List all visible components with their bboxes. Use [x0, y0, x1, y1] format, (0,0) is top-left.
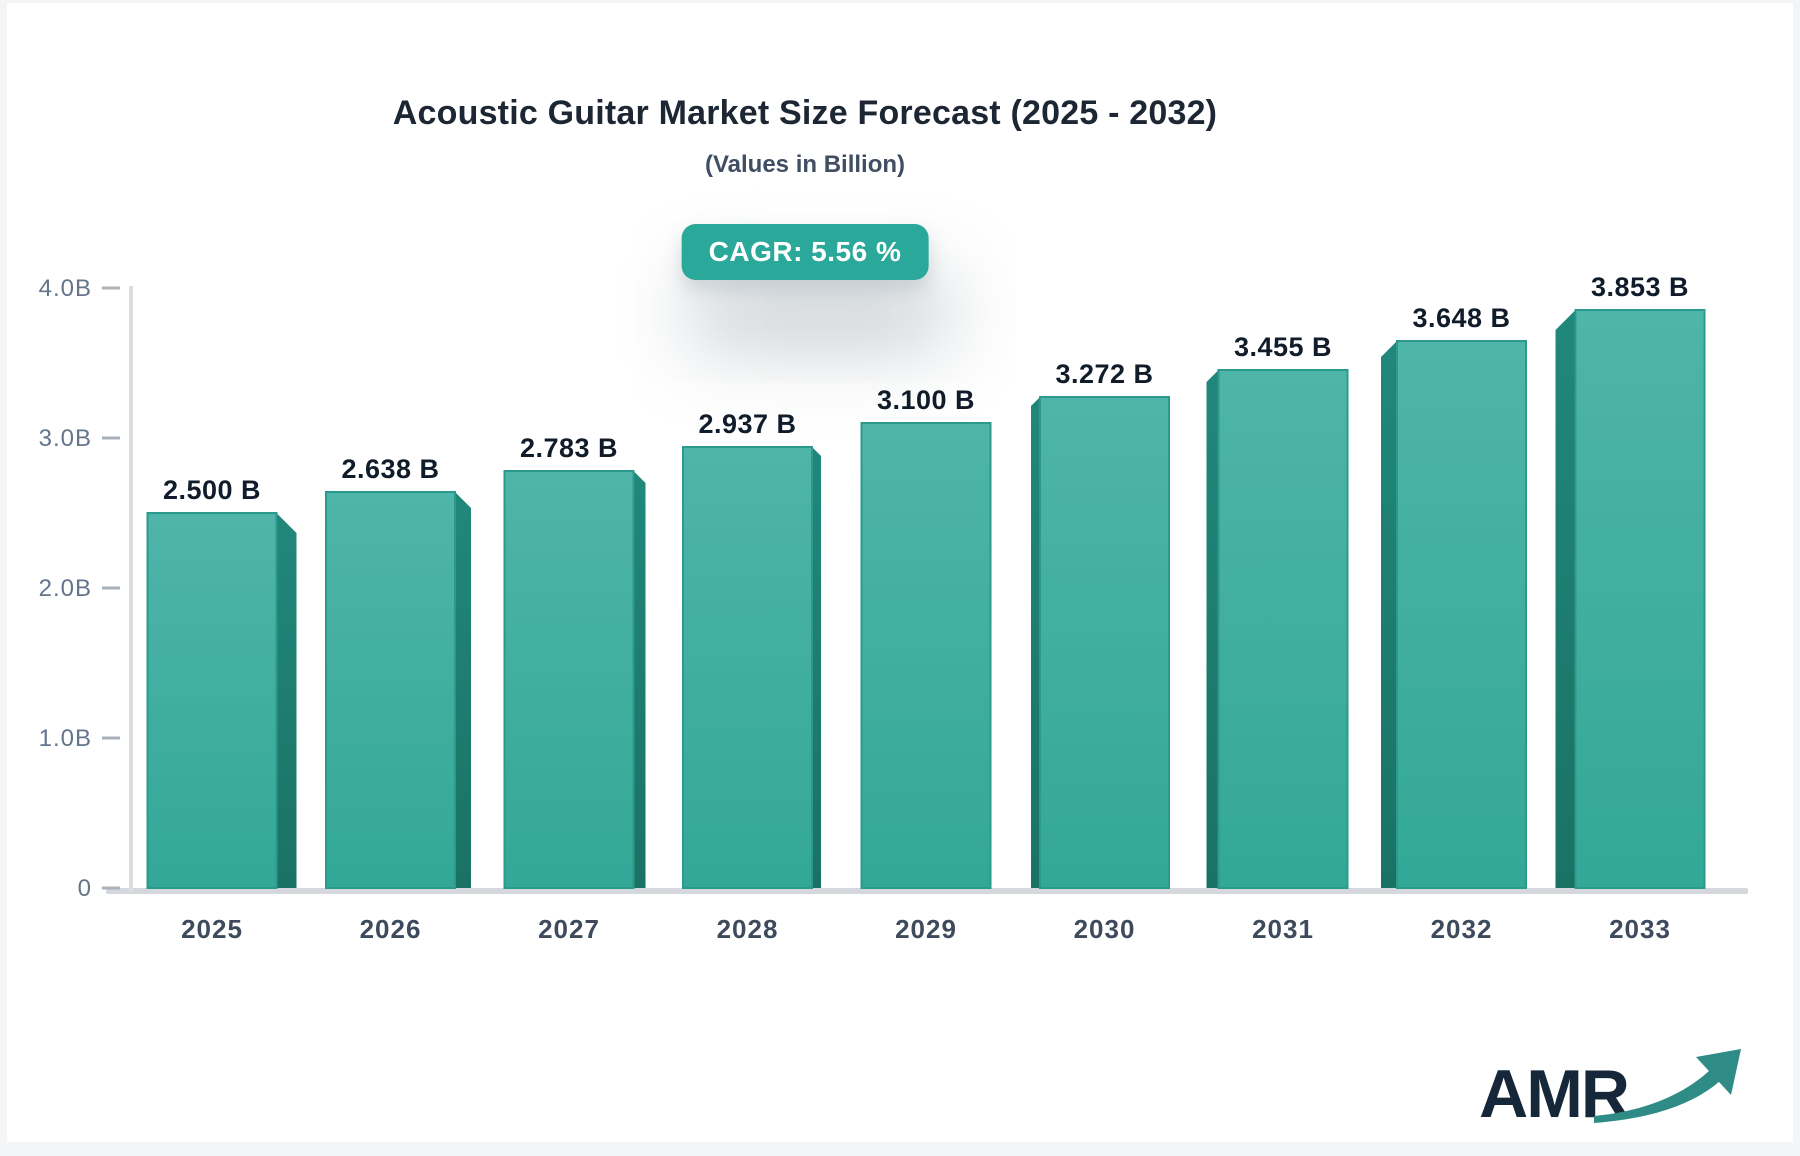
x-axis-label: 2026	[360, 914, 422, 944]
bar	[682, 446, 813, 889]
bar-value-label: 2.937 B	[698, 409, 796, 439]
cagr-badge: CAGR: 5.56 %	[681, 224, 929, 280]
x-axis-label: 2030	[1074, 914, 1136, 944]
bar	[1039, 396, 1170, 889]
bar-value-label: 2.500 B	[163, 475, 261, 505]
y-tick-label: 2.0B	[39, 575, 92, 602]
x-axis-label: 2027	[538, 914, 600, 944]
bar-value-label: 3.272 B	[1055, 359, 1153, 389]
bar-side	[633, 471, 646, 888]
x-axis-label: 2025	[181, 914, 243, 944]
y-tick	[102, 586, 120, 590]
x-axis-label: 2029	[895, 914, 957, 944]
y-tick	[102, 886, 120, 890]
x-axis-label: 2031	[1252, 914, 1314, 944]
y-tick-label: 3.0B	[39, 425, 92, 452]
bar-side	[455, 492, 471, 888]
y-tick-label: 1.0B	[39, 725, 92, 752]
bar-side	[1031, 397, 1040, 888]
y-tick	[102, 736, 120, 740]
bar-value-label: 3.100 B	[877, 385, 975, 415]
bar	[146, 512, 278, 889]
bar-value-label: 3.648 B	[1412, 303, 1510, 333]
bar-value-label: 3.455 B	[1234, 332, 1332, 362]
x-baseline	[106, 888, 1748, 894]
y-tick	[102, 286, 120, 290]
bar	[860, 422, 992, 889]
x-axis-label: 2028	[717, 914, 779, 944]
bar-side	[1555, 310, 1576, 888]
bar	[503, 470, 635, 889]
bar-value-label: 2.783 B	[520, 433, 618, 463]
bar-value-label: 2.638 B	[341, 454, 439, 484]
bar	[325, 491, 456, 889]
x-axis-label: 2032	[1431, 914, 1493, 944]
bar-value-label: 3.853 B	[1591, 272, 1689, 302]
bar	[1396, 340, 1527, 889]
bar-side	[276, 513, 297, 888]
chart-title: Acoustic Guitar Market Size Forecast (20…	[392, 94, 1218, 132]
bar-side	[812, 447, 821, 888]
y-axis-line	[129, 286, 133, 892]
bar-side	[1381, 341, 1397, 888]
amr-logo-arrow-icon	[1594, 1049, 1741, 1123]
y-tick-label: 4.0B	[39, 275, 92, 302]
y-tick	[102, 436, 120, 440]
bar	[1574, 309, 1706, 889]
chart-subtitle: (Values in Billion)	[704, 151, 906, 178]
bar-side	[1206, 370, 1219, 888]
bar	[1217, 369, 1349, 889]
chart-header: Acoustic Guitar Market Size Forecast (20…	[0, 0, 1610, 179]
amr-logo: AMR	[1479, 1030, 1744, 1128]
x-axis-label: 2033	[1609, 914, 1671, 944]
y-tick-label: 0	[78, 875, 92, 902]
